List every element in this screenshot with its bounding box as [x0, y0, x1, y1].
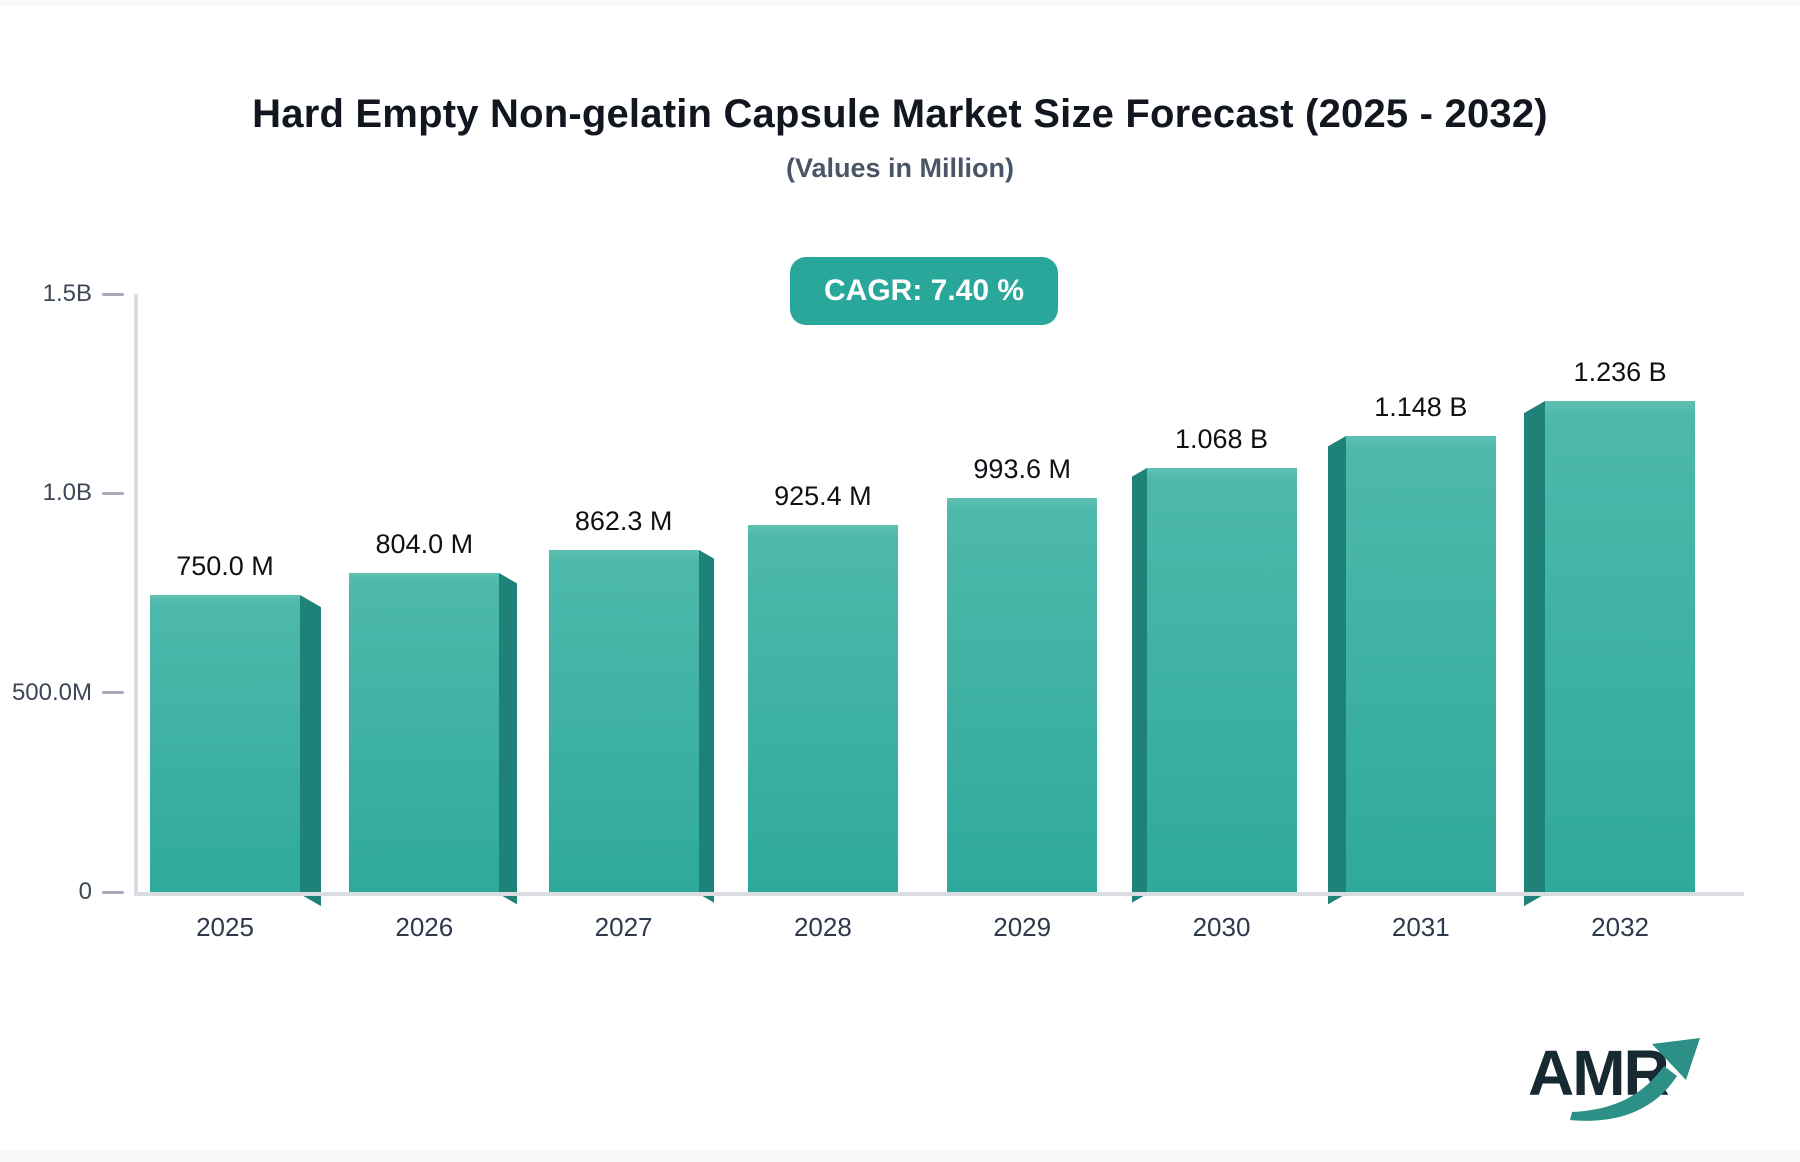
- x-axis-label: 2029: [993, 912, 1052, 942]
- bar-2026: [349, 573, 500, 894]
- bar-2031: [1345, 436, 1496, 894]
- bar-value-label: 750.0 M: [176, 551, 274, 581]
- bar-side-face: [499, 573, 518, 905]
- x-axis-label: 2032: [1591, 912, 1650, 942]
- bar-side-face: [1524, 401, 1546, 907]
- bar-value-label: 993.6 M: [973, 453, 1071, 484]
- y-axis-label: 1.5B: [42, 280, 92, 307]
- bar-side-face: [698, 550, 714, 903]
- x-axis-label: 2026: [395, 912, 454, 942]
- x-axis-label: 2025: [196, 912, 254, 942]
- y-axis-tick: [102, 491, 124, 495]
- bar-2030: [1146, 468, 1297, 894]
- x-axis-label: 2031: [1391, 912, 1450, 942]
- bar-2028: [747, 525, 898, 894]
- bar-value-label: 1.068 B: [1174, 424, 1269, 455]
- bar-value-label: 862.3 M: [574, 506, 673, 537]
- x-axis-label: 2028: [793, 912, 852, 942]
- y-axis-tick: [102, 890, 124, 894]
- chart-title: Hard Empty Non-gelatin Capsule Market Si…: [252, 92, 1548, 136]
- cagr-badge: CAGR: 7.40 %: [790, 257, 1059, 325]
- bar-2027: [548, 550, 699, 894]
- bar-2029: [947, 497, 1098, 894]
- bar-value-label: 925.4 M: [774, 481, 872, 512]
- chart-card: Hard Empty Non-gelatin Capsule Market Si…: [0, 6, 1800, 1150]
- bar-side-face: [1131, 468, 1147, 903]
- bar-2032: [1545, 401, 1696, 894]
- bar-value-label: 804.0 M: [375, 529, 474, 560]
- bar-side-face: [300, 595, 321, 907]
- bar-2025: [150, 595, 300, 894]
- y-axis-line: [134, 294, 138, 896]
- amr-logo: AMR: [1510, 1024, 1720, 1134]
- x-axis-line: [134, 892, 1744, 896]
- y-axis-tick: [102, 292, 124, 296]
- bar-value-label: 1.236 B: [1573, 357, 1667, 388]
- bar-value-label: 1.148 B: [1374, 392, 1468, 423]
- plot-area: 1.5B 1.0B 500.0M 0 750.0 M 2025 804.0 M 2026 86…: [0, 6, 1800, 1162]
- x-axis-label: 2030: [1192, 912, 1251, 942]
- y-axis-label: 500.0M: [11, 678, 92, 706]
- bar-side-face: [1327, 436, 1346, 905]
- y-axis-label: 0: [78, 878, 92, 905]
- amr-logo-arrow-icon: [1570, 1038, 1700, 1121]
- x-axis-label: 2027: [594, 912, 653, 942]
- chart-subtitle: (Values in Million): [785, 153, 1015, 183]
- y-axis-tick: [102, 691, 124, 695]
- y-axis-label: 1.0B: [42, 479, 92, 507]
